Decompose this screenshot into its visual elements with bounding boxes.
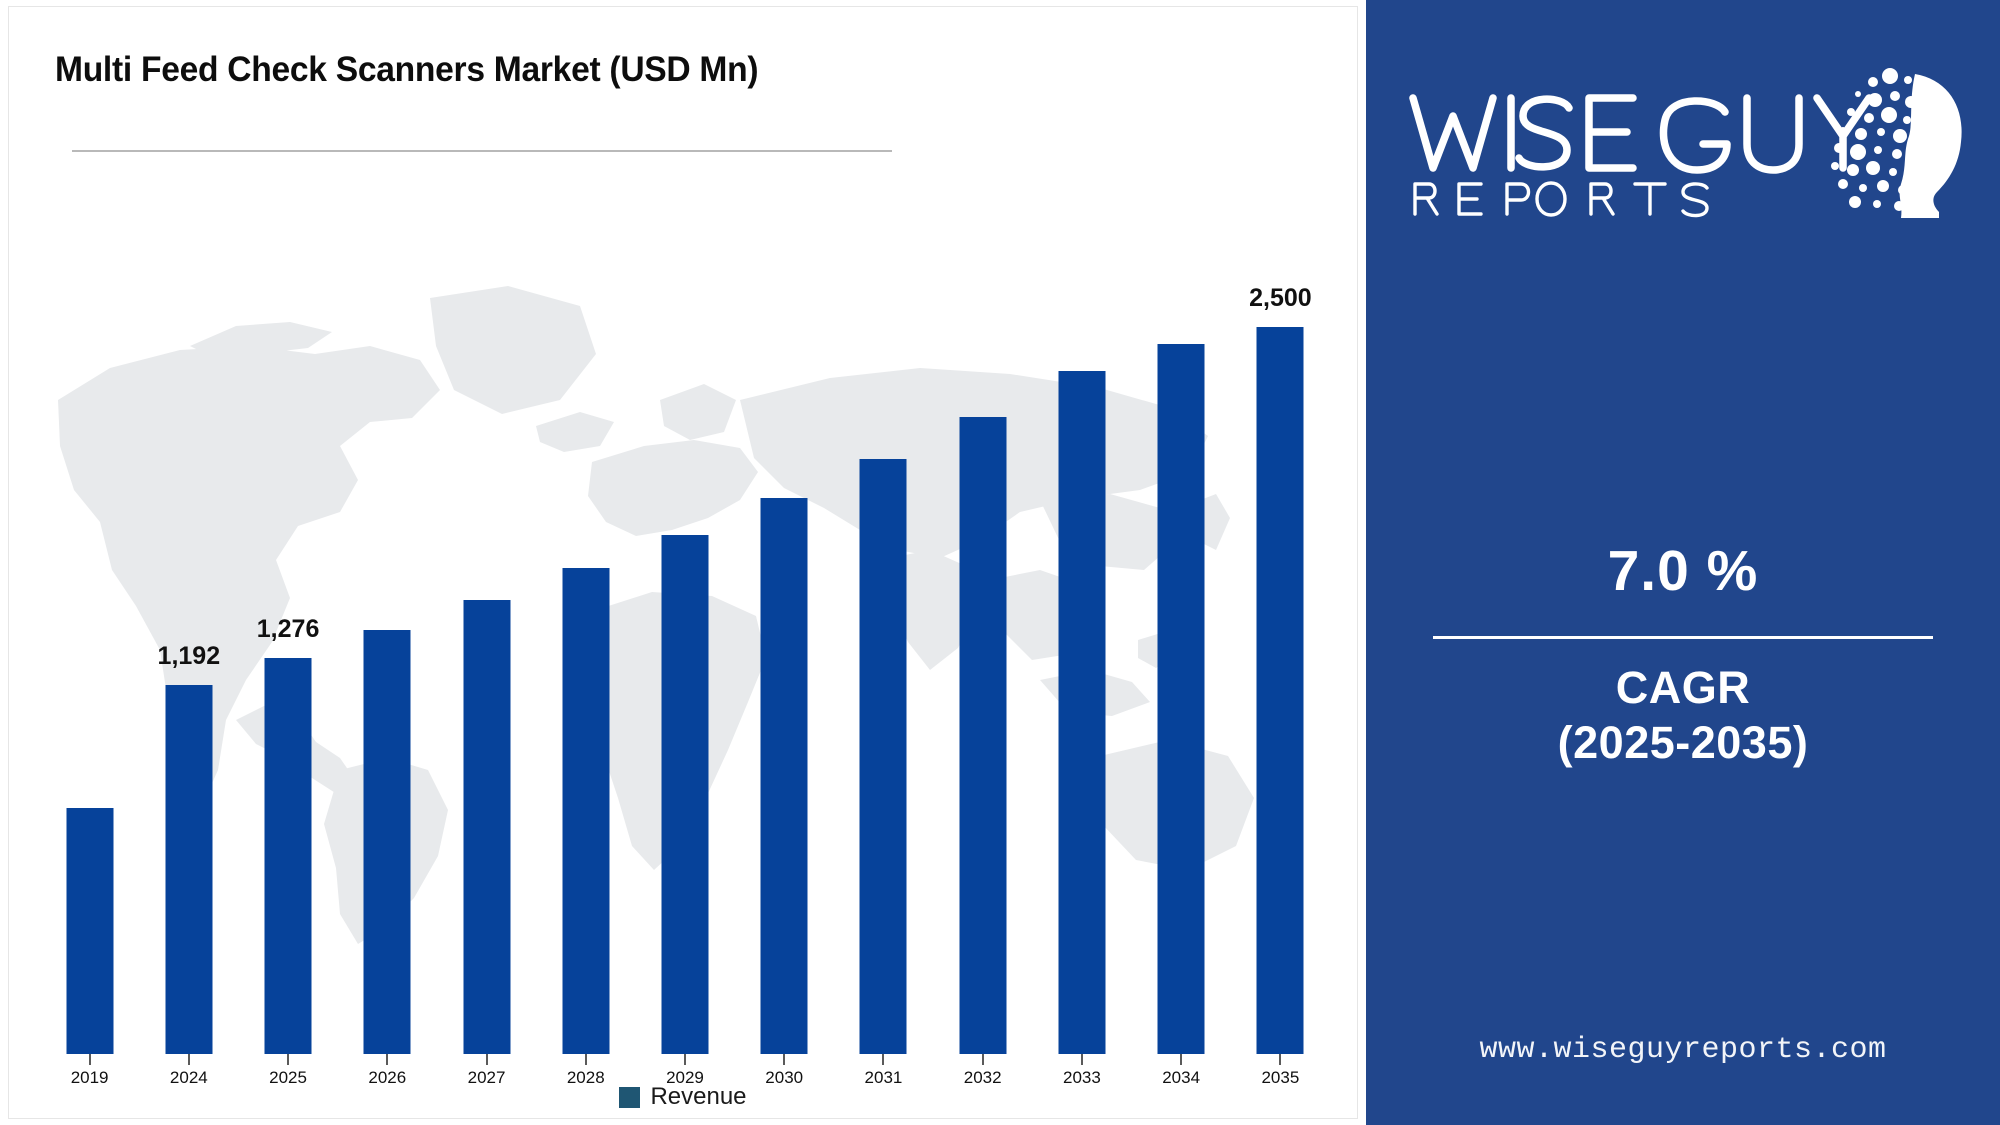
axis-tick-2034 bbox=[1180, 1054, 1183, 1065]
axis-label-2028: 2028 bbox=[566, 1068, 605, 1087]
bar-column-2034 bbox=[1132, 180, 1231, 1054]
chart-panel: Multi Feed Check Scanners Market (USD Mn… bbox=[0, 0, 1366, 1125]
axis-label-2031: 2031 bbox=[864, 1068, 903, 1087]
bar-2026 bbox=[363, 630, 411, 1054]
bar-column-2019 bbox=[40, 180, 139, 1054]
wiseguy-reports-logo bbox=[1366, 60, 2000, 220]
axis-column-2026: 2026 bbox=[338, 0, 437, 1125]
bar-column-2032 bbox=[933, 180, 1032, 1054]
bar-column-2035: 2,500 bbox=[1231, 180, 1330, 1054]
axis-column-2035: 2035 bbox=[1231, 0, 1330, 1125]
bar-column-2033 bbox=[1032, 180, 1131, 1054]
legend-label-revenue: Revenue bbox=[650, 1083, 747, 1110]
bar-2028 bbox=[562, 568, 610, 1054]
website-url[interactable]: www.wiseguyreports.com bbox=[1479, 1033, 1887, 1067]
chart-legend: Revenue bbox=[0, 1083, 1366, 1111]
axis-label-2032: 2032 bbox=[963, 1068, 1002, 1087]
bar-column-2030 bbox=[735, 180, 834, 1054]
axis-column-2030: 2030 bbox=[735, 0, 834, 1125]
brand-side-panel: 7.0 % CAGR (2025-2035) www.wiseguyreport… bbox=[1366, 0, 2000, 1125]
axis-column-2033: 2033 bbox=[1032, 0, 1131, 1125]
bar-2029 bbox=[661, 535, 709, 1054]
bar-2032 bbox=[959, 417, 1007, 1054]
bar-2025 bbox=[264, 658, 312, 1054]
x-axis: 2019 2024 2025 2026 2027 2028 2029 2030 2031 2032… bbox=[40, 0, 1330, 1125]
bar-2034 bbox=[1157, 344, 1205, 1054]
bar-2027 bbox=[463, 600, 511, 1054]
axis-column-2034: 2034 bbox=[1132, 0, 1231, 1125]
bar-value-label-2024: 1,192 bbox=[157, 642, 221, 670]
cagr-caption: CAGR (2025-2035) bbox=[1366, 661, 2000, 771]
cagr-divider bbox=[1433, 635, 1933, 639]
axis-column-2027: 2027 bbox=[437, 0, 536, 1125]
bar-value-label-2025: 1,276 bbox=[256, 615, 320, 643]
bar-column-2027 bbox=[437, 180, 536, 1054]
title-divider bbox=[72, 150, 892, 152]
bar-column-2031 bbox=[834, 180, 933, 1054]
cagr-block: 7.0 % CAGR (2025-2035) bbox=[1366, 540, 2000, 770]
axis-tick-2029 bbox=[683, 1054, 686, 1065]
axis-tick-2032 bbox=[981, 1054, 984, 1065]
axis-tick-2025 bbox=[287, 1054, 290, 1065]
axis-label-2025: 2025 bbox=[269, 1068, 307, 1087]
chart-title: Multi Feed Check Scanners Market (USD Mn… bbox=[55, 50, 759, 89]
axis-column-2025: 2025 bbox=[238, 0, 337, 1125]
axis-label-2033: 2033 bbox=[1062, 1068, 1101, 1087]
bar-2019 bbox=[66, 808, 114, 1054]
axis-tick-2027 bbox=[485, 1054, 488, 1065]
legend-swatch-revenue bbox=[619, 1086, 641, 1108]
axis-tick-2031 bbox=[882, 1054, 885, 1065]
axis-column-2029: 2029 bbox=[635, 0, 734, 1125]
axis-column-2024: 2024 bbox=[139, 0, 238, 1125]
axis-tick-2028 bbox=[584, 1054, 587, 1065]
bar-column-2029 bbox=[635, 180, 734, 1054]
bar-value-label-2035: 2,500 bbox=[1249, 284, 1312, 312]
axis-label-2019: 2019 bbox=[70, 1068, 109, 1087]
axis-column-2032: 2032 bbox=[933, 0, 1032, 1125]
axis-label-2035: 2035 bbox=[1261, 1068, 1300, 1087]
axis-tick-2030 bbox=[783, 1054, 786, 1065]
cagr-value: 7.0 % bbox=[1607, 539, 1759, 603]
bar-2031 bbox=[859, 459, 907, 1054]
bar-2024 bbox=[165, 685, 213, 1054]
axis-label-2024: 2024 bbox=[169, 1068, 208, 1087]
bar-column-2028 bbox=[536, 180, 635, 1054]
bar-column-2026 bbox=[338, 180, 437, 1054]
bar-column-2025: 1,276 bbox=[238, 180, 337, 1054]
axis-column-2019: 2019 bbox=[40, 0, 139, 1125]
axis-tick-2035 bbox=[1279, 1054, 1282, 1065]
axis-tick-2024 bbox=[187, 1054, 190, 1065]
axis-label-2027: 2027 bbox=[467, 1068, 506, 1087]
axis-tick-2026 bbox=[386, 1054, 389, 1065]
cagr-caption-line1: CAGR bbox=[1615, 661, 1751, 713]
cagr-caption-line2: (2025-2035) bbox=[1557, 716, 1809, 768]
axis-tick-2033 bbox=[1080, 1054, 1083, 1065]
bar-2033 bbox=[1058, 371, 1106, 1054]
axis-column-2028: 2028 bbox=[536, 0, 635, 1125]
bars-plot-area: 1,192 1,276 2,500 bbox=[40, 180, 1330, 1054]
axis-label-2030: 2030 bbox=[765, 1068, 804, 1087]
axis-column-2031: 2031 bbox=[834, 0, 933, 1125]
bar-2035 bbox=[1256, 327, 1304, 1054]
axis-label-2026: 2026 bbox=[368, 1068, 407, 1087]
bar-2030 bbox=[760, 498, 808, 1054]
axis-label-2034: 2034 bbox=[1162, 1068, 1201, 1087]
axis-label-2029: 2029 bbox=[666, 1068, 704, 1087]
axis-tick-2019 bbox=[88, 1054, 91, 1065]
bar-column-2024: 1,192 bbox=[139, 180, 238, 1054]
